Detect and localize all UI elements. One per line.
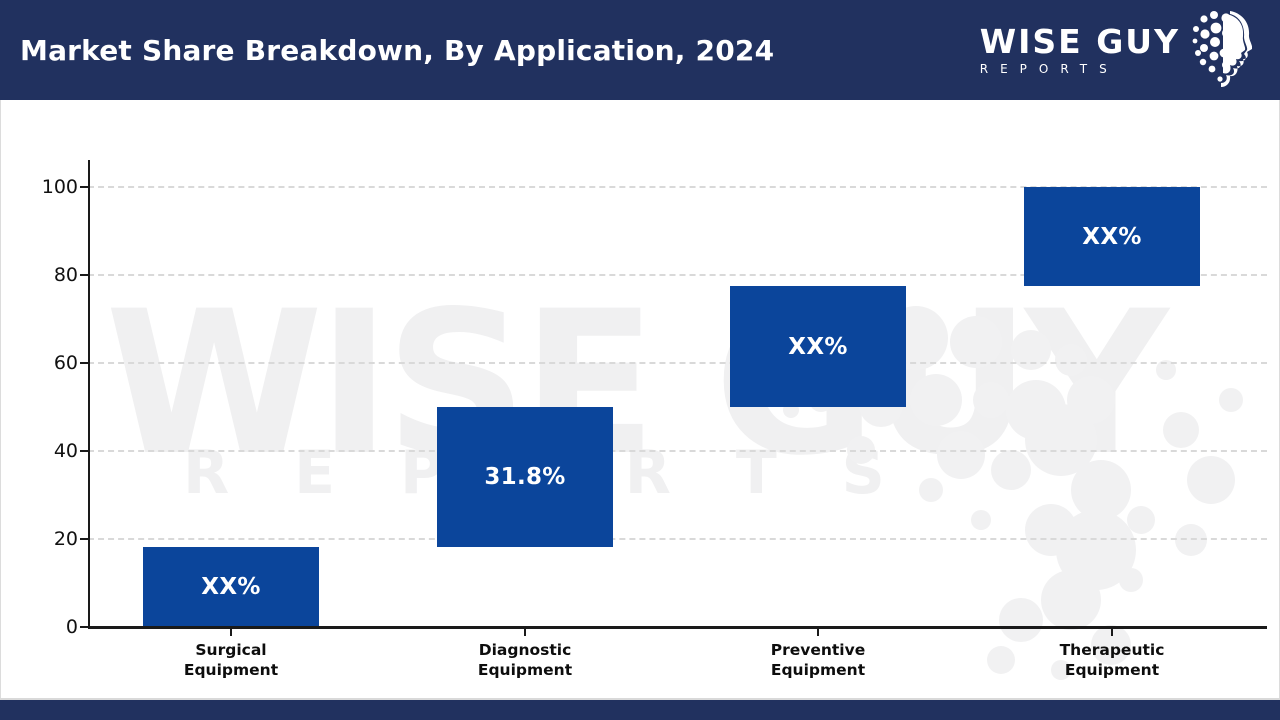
x-category-label: Surgical Equipment (183, 641, 279, 679)
bar-segment: XX% (730, 286, 906, 407)
x-tick-mark (1111, 628, 1113, 636)
y-tick-mark (80, 274, 88, 276)
x-category-label: Therapeutic Equipment (1059, 641, 1165, 679)
gridline (88, 362, 1267, 364)
gridline (88, 450, 1267, 452)
y-tick-label: 0 (65, 616, 78, 638)
x-category-label: Diagnostic Equipment (477, 641, 573, 679)
chart-area: WISE GUY R E P O R T S 020406080100XX%Su… (0, 100, 1280, 698)
y-axis-line (88, 160, 90, 629)
wiseguy-logo: WISE GUY REPORTS (980, 9, 1252, 91)
y-tick-mark (80, 538, 88, 540)
y-tick-label: 80 (53, 264, 78, 286)
y-tick-mark (80, 186, 88, 188)
logo-subtitle: REPORTS (979, 62, 1119, 76)
page-title: Market Share Breakdown, By Application, … (20, 33, 775, 67)
y-tick-label: 60 (53, 352, 78, 374)
logo-wordmark: WISE GUY (979, 22, 1180, 61)
x-tick-mark (230, 628, 232, 636)
x-category-label: Preventive Equipment (770, 641, 866, 679)
y-tick-mark (80, 450, 88, 452)
bar-segment: XX% (143, 546, 319, 627)
bar-value-label: XX% (201, 573, 261, 600)
y-tick-label: 100 (41, 176, 78, 198)
bar-value-label: 31.8% (484, 463, 566, 490)
gridline (88, 186, 1267, 188)
footer-bar (0, 698, 1280, 720)
logo-face-icon (1192, 11, 1252, 87)
x-axis-line (88, 626, 1267, 629)
x-tick-mark (524, 628, 526, 636)
x-tick-mark (817, 628, 819, 636)
bar-segment: XX% (1024, 187, 1200, 286)
bar-value-label: XX% (788, 333, 848, 360)
gridline (88, 274, 1267, 276)
gridline (88, 538, 1267, 540)
y-tick-label: 40 (53, 440, 78, 462)
y-tick-label: 20 (53, 528, 78, 550)
header: Market Share Breakdown, By Application, … (0, 0, 1280, 100)
y-tick-mark (80, 626, 88, 628)
y-tick-mark (80, 362, 88, 364)
plot: 0 20 40 60 80 100 XX% Surgical Equipment 31.8% Di… (1, 100, 1279, 698)
bar-value-label: XX% (1082, 223, 1142, 250)
bar-segment: 31.8% (437, 407, 613, 547)
